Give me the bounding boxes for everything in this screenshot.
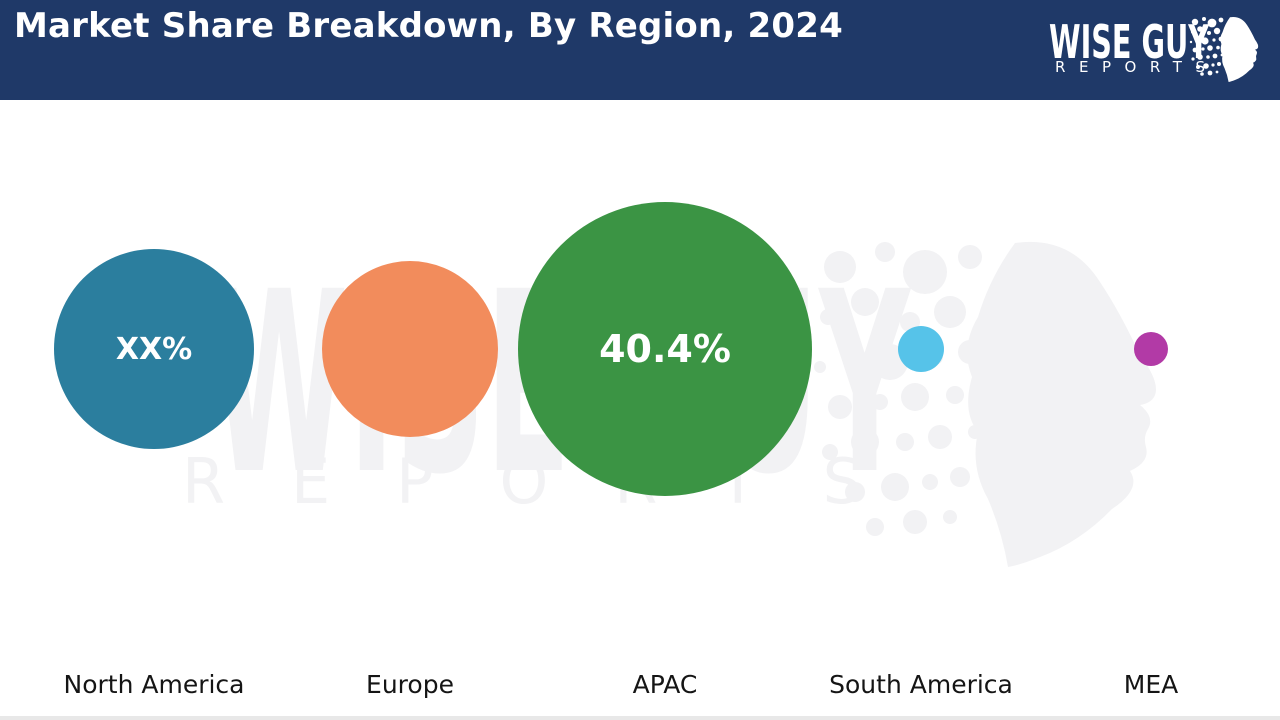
category-label-mea: MEA [1123, 670, 1179, 699]
category-label-south-america: South America [829, 670, 1013, 699]
bubble-value-north-america: XX% [115, 331, 193, 367]
bubble-south-america [898, 326, 944, 372]
bubble-mea [1134, 332, 1168, 366]
head-profile-watermark-icon [814, 241, 1156, 567]
bubble-value-apac: 40.4% [599, 327, 731, 371]
category-label-apac: APAC [632, 670, 698, 699]
header: Market Share Breakdown, By Region, 2024 … [0, 0, 1280, 100]
bubble-apac: 40.4% [518, 202, 812, 496]
category-label-europe: Europe [366, 670, 454, 699]
bubble-europe [322, 261, 498, 437]
brand-logo: WISE GUY REPORTS [1049, 15, 1259, 83]
brand-name-text: WISE GUY [1049, 15, 1209, 69]
bubble-chart: WISE GUY REPORTS XX%North AmericaEurope4… [0, 100, 1280, 720]
bottom-edge [0, 716, 1280, 720]
category-label-north-america: North America [63, 670, 245, 699]
bubble-north-america: XX% [54, 249, 254, 449]
page-title: Market Share Breakdown, By Region, 2024 [14, 6, 843, 46]
